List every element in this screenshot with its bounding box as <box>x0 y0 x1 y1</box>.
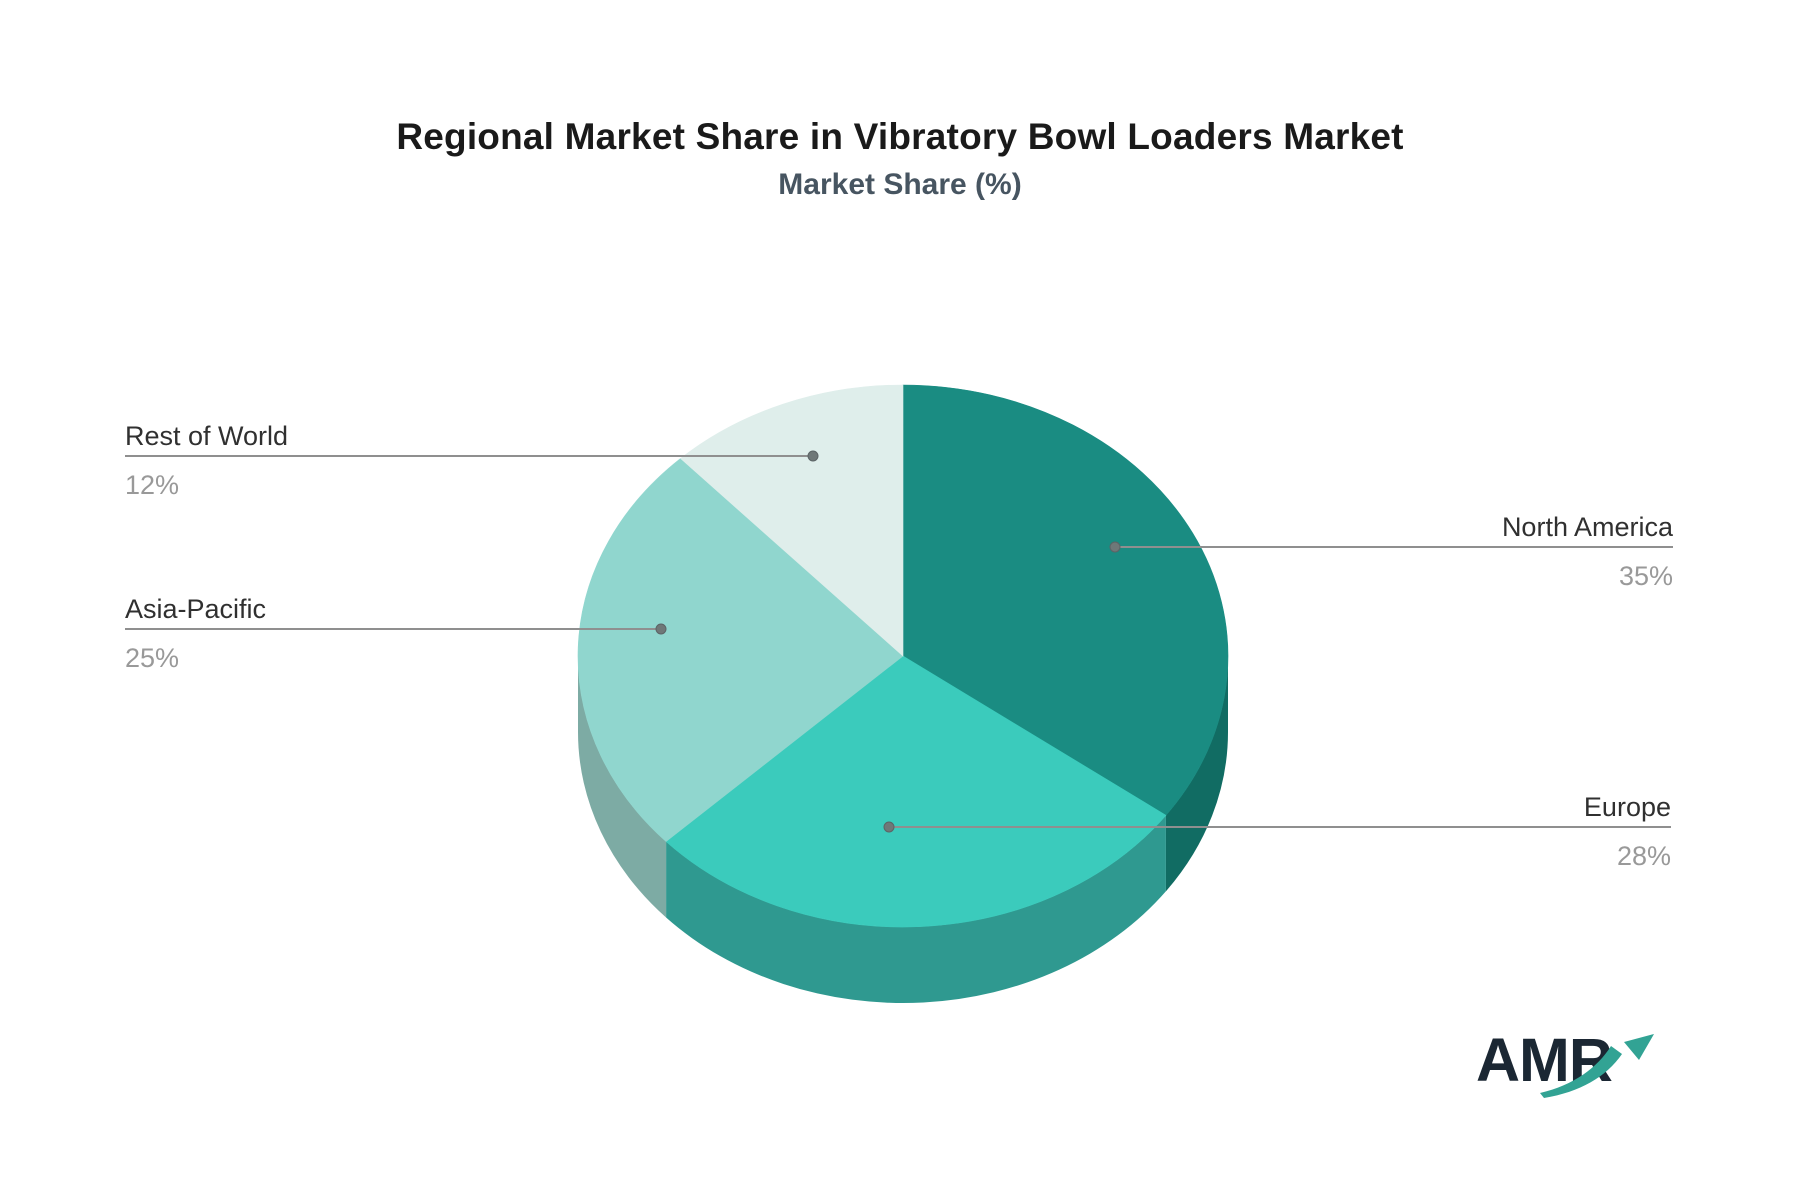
amr-logo-arrow-icon <box>1540 1034 1654 1098</box>
chart-subtitle: Market Share (%) <box>778 168 1022 201</box>
slice-value-asia-pacific: 25% <box>125 643 179 673</box>
pie-slice-rest-of-world[interactable] <box>680 384 904 657</box>
slice-label-north-america: North America <box>1502 512 1674 542</box>
pie-slice-europe[interactable] <box>665 655 1167 928</box>
slice-label-asia-pacific: Asia-Pacific <box>125 594 266 624</box>
pie-slice-side-asia-pacific <box>578 656 667 918</box>
slice-label-rest-of-world: Rest of World <box>125 421 288 451</box>
pie-slice-north-america[interactable] <box>902 384 1229 816</box>
slice-label-europe: Europe <box>1584 792 1671 822</box>
leader-dot-north-america <box>1109 541 1121 553</box>
slice-value-europe: 28% <box>1617 841 1671 871</box>
pie-slice-labels: North America 35% Europe 28% Asia-Pacific 25%… <box>125 421 1674 871</box>
slice-value-north-america: 35% <box>1619 561 1673 591</box>
amr-logo: AMR <box>1476 1030 1696 1120</box>
pie-slice-side-north-america <box>1165 656 1228 892</box>
slice-value-rest-of-world: 12% <box>125 470 179 500</box>
pie-slices <box>577 384 1229 928</box>
leader-dot-europe <box>883 821 895 833</box>
leader-dot-rest-of-world <box>807 450 819 462</box>
pie-3d-sides <box>578 656 1228 1004</box>
chart-title: Regional Market Share in Vibratory Bowl … <box>396 116 1404 157</box>
pie-slice-side-europe <box>666 815 1166 1004</box>
leader-dot-asia-pacific <box>655 623 667 635</box>
pie-slice-asia-pacific[interactable] <box>577 458 904 842</box>
